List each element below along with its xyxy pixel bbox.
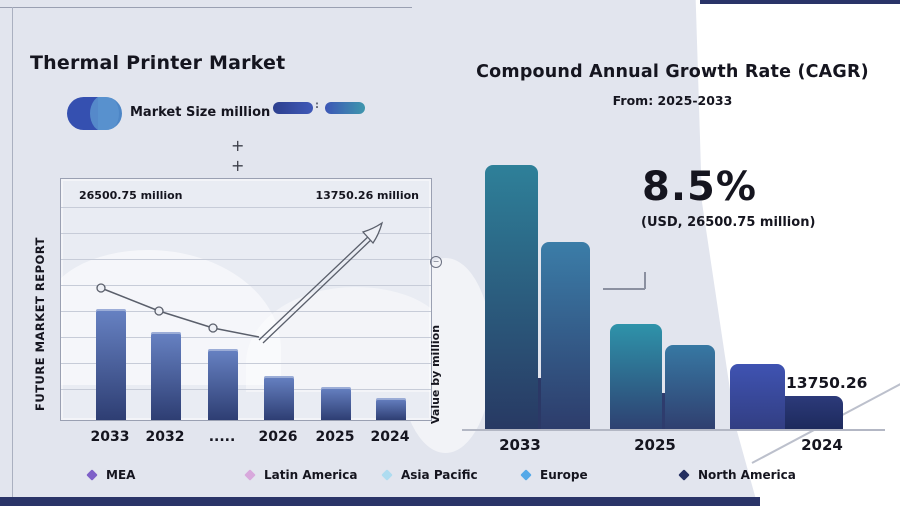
market-size-label: Market Size million xyxy=(130,105,271,120)
annotation-forecast-value: 26500.75 million xyxy=(79,189,183,202)
legend-label: MEA xyxy=(106,468,136,482)
right-chart-axis xyxy=(462,429,885,431)
market-size-chart: 26500.75 million 13750.26 million xyxy=(60,178,432,421)
x-label: 2025 xyxy=(315,429,355,445)
x-label: ..... xyxy=(208,429,236,445)
plus-icon: + xyxy=(231,156,245,175)
bottom-accent-strip xyxy=(0,497,760,506)
cylinder-icon xyxy=(67,97,122,130)
cagr-bar-2024-a xyxy=(730,364,785,430)
legend-item: Asia Pacific xyxy=(381,468,478,482)
page-title: Thermal Printer Market xyxy=(30,52,286,74)
cagr-value: 8.5% xyxy=(642,164,757,210)
x-label: 2033 xyxy=(499,436,541,454)
market-bar-2024 xyxy=(376,398,406,420)
frame-line-top xyxy=(0,7,412,8)
annotation-base-value: 13750.26 million xyxy=(315,189,419,202)
legend-label: Europe xyxy=(540,468,588,482)
top-accent-strip xyxy=(700,0,900,4)
legend-item: North America xyxy=(678,468,796,482)
cagr-bar-2033-b xyxy=(541,242,590,430)
bar-merge-patch xyxy=(538,378,541,430)
frame-line-left xyxy=(12,7,13,498)
plus-icon: + xyxy=(231,136,245,155)
market-bar-2032 xyxy=(151,332,181,420)
market-bar-2025 xyxy=(321,387,351,420)
x-label: 2032 xyxy=(145,429,185,445)
legend-label: Asia Pacific xyxy=(401,468,478,482)
legend-marker xyxy=(86,469,98,481)
market-bar-2033 xyxy=(96,309,126,420)
trend-line-overlay xyxy=(96,221,384,344)
x-label: 2026 xyxy=(258,429,298,445)
market-bar-2026 xyxy=(264,376,294,420)
market-bar-..... xyxy=(208,349,238,420)
cagr-bar-2025-b xyxy=(665,345,715,430)
legend-marker xyxy=(678,469,690,481)
watermark-label: FUTURE MARKET REPORT xyxy=(33,236,47,411)
gradient-pill-left xyxy=(273,102,313,114)
cagr-bar-2024-b xyxy=(785,396,843,430)
decor-angle-line xyxy=(603,288,645,290)
legend-item: MEA xyxy=(86,468,136,482)
decor-angle-line xyxy=(644,272,646,289)
gradient-pill-right xyxy=(325,102,365,114)
cagr-header: Compound Annual Growth Rate (CAGR) From:… xyxy=(460,62,885,108)
pill-separator: : xyxy=(315,100,319,111)
circle-minus-icon: − xyxy=(430,256,442,268)
cagr-bar-2033-a xyxy=(485,165,538,430)
legend-item: Latin America xyxy=(244,468,358,482)
cylinder-cap xyxy=(90,97,119,130)
legend-marker xyxy=(244,469,256,481)
cagr-detail: (USD, 26500.75 million) xyxy=(641,215,816,230)
x-label: 2033 xyxy=(90,429,130,445)
legend-marker xyxy=(381,469,393,481)
bar-merge-patch xyxy=(662,393,665,430)
legend-marker xyxy=(520,469,532,481)
x-label: 2024 xyxy=(801,436,843,454)
y-axis-label: Value by million xyxy=(429,324,442,424)
legend-item: Europe xyxy=(520,468,588,482)
x-label: 2024 xyxy=(370,429,410,445)
legend-label: Latin America xyxy=(264,468,358,482)
cagr-bar-2025-a xyxy=(610,324,662,430)
x-label: 2025 xyxy=(634,436,676,454)
cagr-subtitle: From: 2025-2033 xyxy=(612,93,733,108)
bar-value-label: 13750.26 xyxy=(786,374,868,392)
cagr-title: Compound Annual Growth Rate (CAGR) xyxy=(476,62,869,82)
legend-label: North America xyxy=(698,468,796,482)
